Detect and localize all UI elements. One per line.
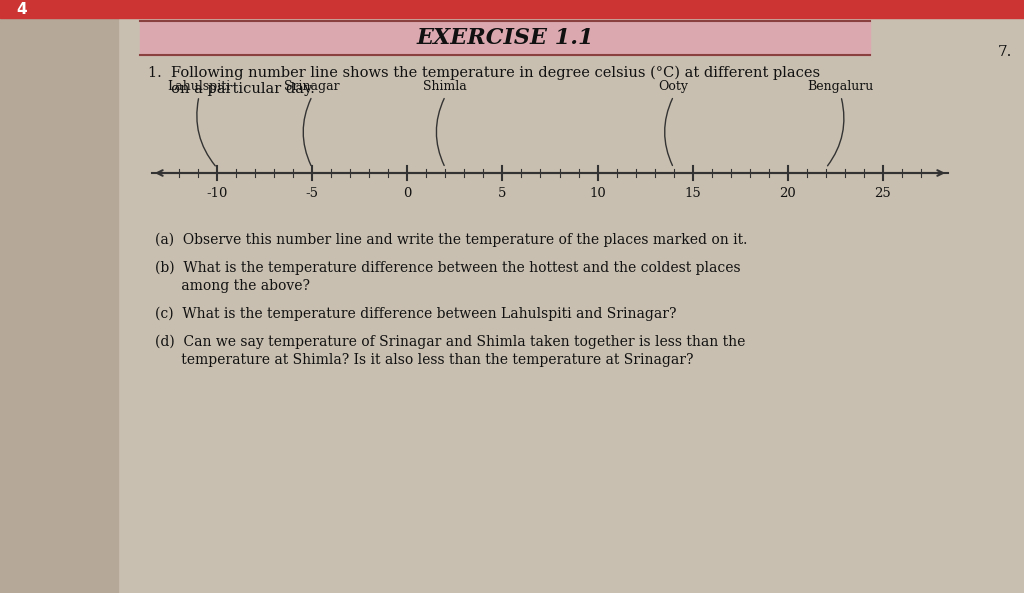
Text: 5: 5 xyxy=(499,187,507,200)
Text: Srinagar: Srinagar xyxy=(285,80,340,93)
Text: (b)  What is the temperature difference between the hottest and the coldest plac: (b) What is the temperature difference b… xyxy=(155,261,740,275)
Bar xyxy=(140,21,870,55)
Text: 15: 15 xyxy=(684,187,701,200)
Text: on a particular day.: on a particular day. xyxy=(148,82,314,96)
Text: -10: -10 xyxy=(207,187,227,200)
Text: 1.  Following number line shows the temperature in degree celsius (°C) at differ: 1. Following number line shows the tempe… xyxy=(148,66,820,81)
Text: Ooty: Ooty xyxy=(658,80,689,93)
Text: 25: 25 xyxy=(874,187,891,200)
Text: EXERCISE 1.1: EXERCISE 1.1 xyxy=(416,27,594,49)
Text: 10: 10 xyxy=(589,187,606,200)
Text: among the above?: among the above? xyxy=(155,279,310,293)
Text: 0: 0 xyxy=(403,187,412,200)
Text: 7.: 7. xyxy=(997,45,1012,59)
Text: temperature at Shimla? Is it also less than the temperature at Srinagar?: temperature at Shimla? Is it also less t… xyxy=(155,353,693,367)
Text: (d)  Can we say temperature of Srinagar and Shimla taken together is less than t: (d) Can we say temperature of Srinagar a… xyxy=(155,335,745,349)
Bar xyxy=(0,0,1024,18)
Text: (c)  What is the temperature difference between Lahulspiti and Srinagar?: (c) What is the temperature difference b… xyxy=(155,307,677,321)
Text: Bengaluru: Bengaluru xyxy=(808,80,873,93)
Text: (a)  Observe this number line and write the temperature of the places marked on : (a) Observe this number line and write t… xyxy=(155,233,748,247)
Text: -5: -5 xyxy=(306,187,318,200)
Bar xyxy=(0,0,118,593)
Text: 20: 20 xyxy=(779,187,797,200)
Text: Lahulspiti: Lahulspiti xyxy=(168,80,230,93)
Text: Shimla: Shimla xyxy=(424,80,467,93)
Text: 4: 4 xyxy=(16,2,28,17)
